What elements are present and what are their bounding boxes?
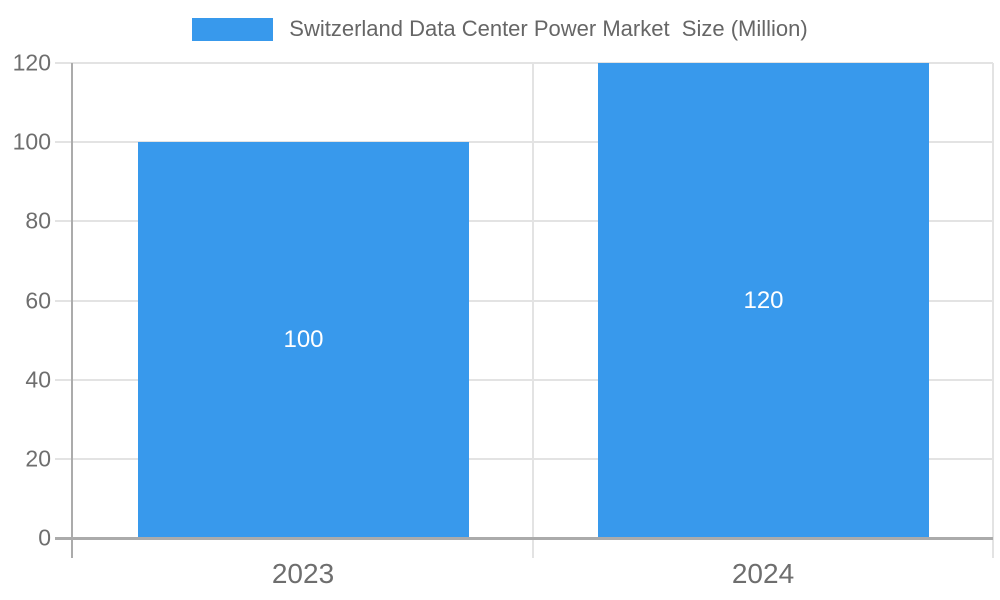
bar-value-label: 120 [743, 286, 784, 314]
bar-value-label: 100 [283, 326, 324, 354]
y-axis-tick-label: 60 [25, 287, 51, 313]
gridline-vertical [532, 63, 534, 558]
bar-2023[interactable]: 100 [138, 142, 469, 538]
gridline [55, 62, 993, 64]
x-axis-baseline [55, 537, 993, 540]
chart-legend[interactable]: Switzerland Data Center Power Market Siz… [0, 16, 1000, 42]
gridline [55, 378, 993, 381]
gridline [55, 457, 993, 460]
y-axis-line [71, 63, 73, 558]
legend-series-label: Switzerland Data Center Power Market Siz… [289, 16, 808, 41]
bar-2024[interactable]: 120 [598, 63, 929, 538]
x-axis-label: 2024 [731, 558, 795, 589]
gridline-vertical [992, 63, 994, 558]
gridline [55, 141, 993, 144]
y-axis-tick-label: 80 [25, 207, 51, 234]
y-axis-tick-label: 20 [25, 445, 51, 472]
y-axis-tick-label: 100 [12, 128, 51, 155]
y-axis-tick-label: 40 [25, 366, 51, 393]
y-axis-tick-label: 0 [38, 524, 51, 551]
y-axis-tick-label: 120 [12, 49, 51, 76]
legend-color-swatch [192, 17, 274, 41]
x-axis-label: 2023 [271, 558, 335, 589]
gridline [55, 220, 993, 223]
gridline [55, 299, 993, 302]
